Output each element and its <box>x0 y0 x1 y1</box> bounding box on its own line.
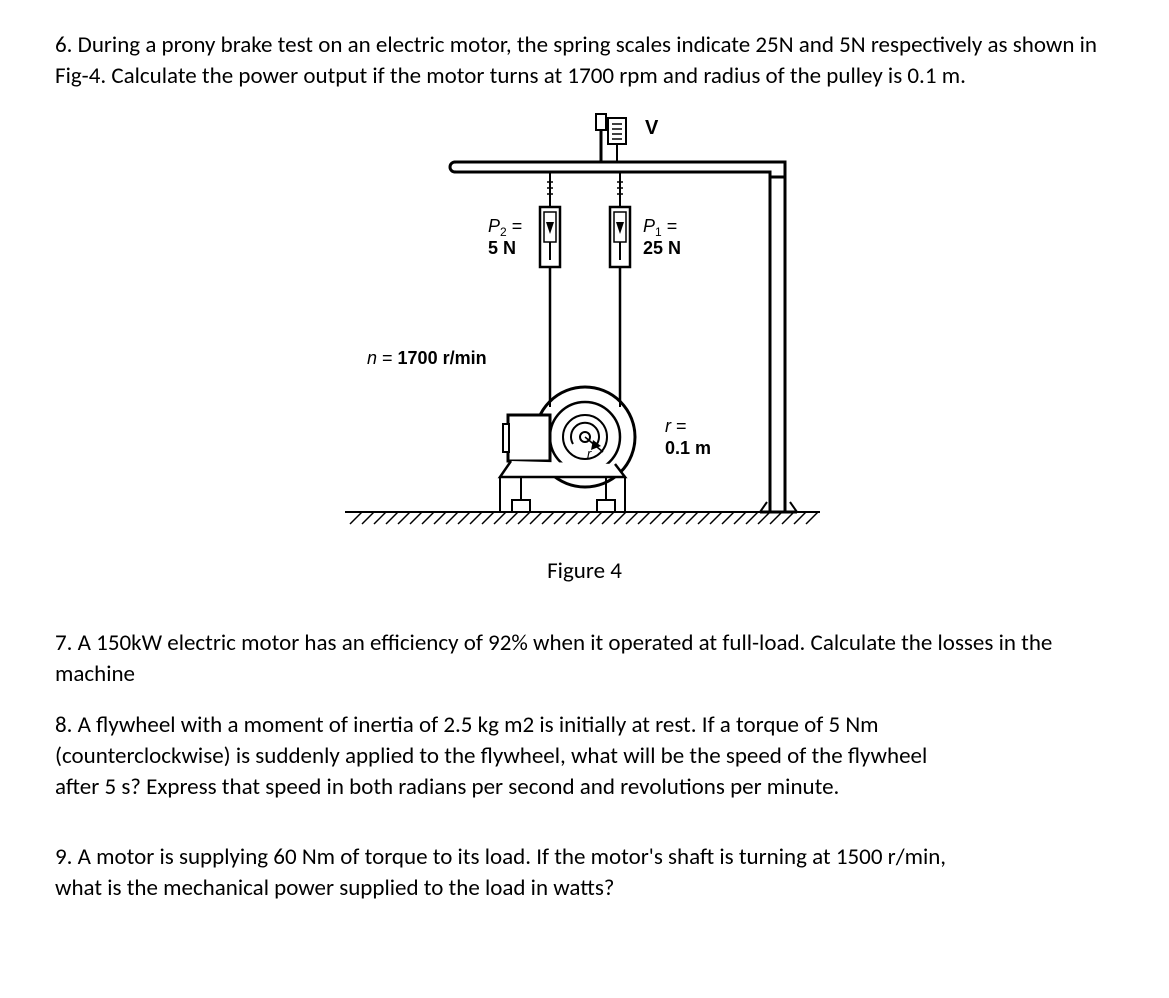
svg-text:r: r <box>587 446 592 461</box>
top-screw <box>596 114 626 162</box>
q7-text: A 150kW electric motor has an efficiency… <box>55 629 1052 688</box>
q6-number: 6. <box>55 31 72 59</box>
q9-text: A motor is supplying 60 Nm of torque to … <box>55 843 946 902</box>
q6-text: During a prony brake test on an electric… <box>55 31 1097 90</box>
page-content: 6. During a prony brake test on an elect… <box>0 0 1169 954</box>
r-value: 0.1 m <box>665 438 711 458</box>
figure-4-caption: Figure 4 <box>55 557 1114 585</box>
r-label: r = <box>665 416 687 436</box>
spring-scale-left <box>540 207 560 402</box>
pulley-motor: r <box>500 387 635 512</box>
V-label: V <box>645 117 659 139</box>
P1-label: P1 = <box>643 216 677 239</box>
right-support <box>760 162 797 512</box>
question-9: 9. A motor is supplying 60 Nm of torque … <box>55 842 955 904</box>
question-7: 7. A 150kW electric motor has an efficie… <box>55 628 1114 690</box>
ground-hatching <box>345 512 820 524</box>
q8-number: 8. <box>55 711 72 739</box>
spring-scale-right <box>610 207 630 402</box>
P2-label: P2 = <box>488 216 522 239</box>
P1-value: 25 N <box>643 238 681 258</box>
P2-value: 5 N <box>488 238 516 258</box>
figure-4-container: V <box>55 112 1114 585</box>
q7-number: 7. <box>55 629 72 657</box>
q9-number: 9. <box>55 843 72 871</box>
q8-text: A flywheel with a moment of inertia of 2… <box>55 711 927 801</box>
question-8: 8. A flywheel with a moment of inertia o… <box>55 710 955 803</box>
top-beam <box>450 162 785 177</box>
figure-4-svg: V <box>325 112 845 552</box>
n-label: n = 1700 r/min <box>367 348 487 368</box>
question-6: 6. During a prony brake test on an elect… <box>55 30 1114 92</box>
